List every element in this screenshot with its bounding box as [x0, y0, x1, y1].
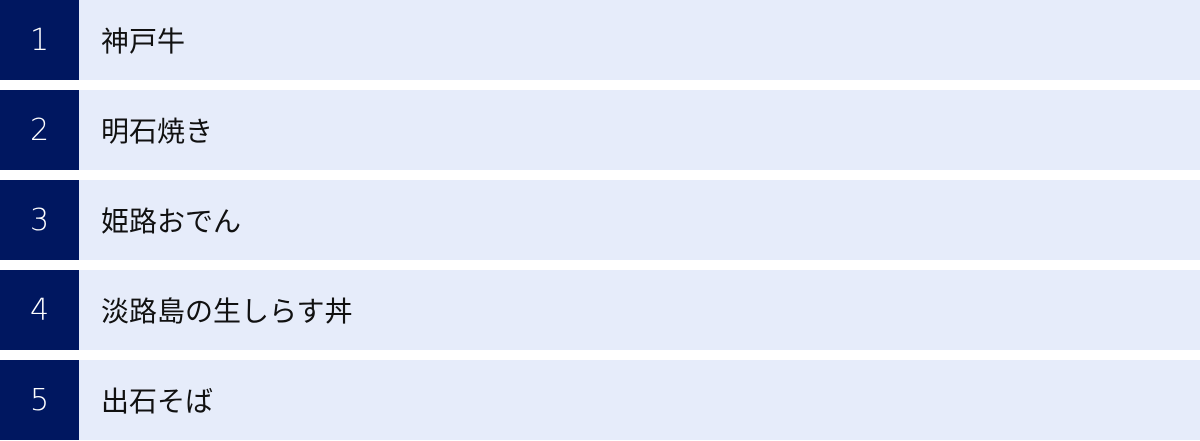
item-label: 出石そば [101, 385, 214, 418]
rank-number: 2 [0, 90, 79, 170]
list-item: 4 淡路島の生しらす丼 [0, 270, 1200, 350]
rank-number: 1 [0, 0, 79, 80]
rank-number: 3 [0, 180, 79, 260]
list-item: 3 姫路おでん [0, 180, 1200, 260]
item-label: 明石焼き [101, 115, 214, 148]
list-item: 1 神戸牛 [0, 0, 1200, 80]
list-item: 5 出石そば [0, 360, 1200, 440]
item-label: 神戸牛 [101, 25, 186, 58]
item-label: 淡路島の生しらす丼 [101, 295, 353, 328]
list-item: 2 明石焼き [0, 90, 1200, 170]
rank-number: 4 [0, 270, 79, 350]
item-label: 姫路おでん [101, 205, 242, 238]
rank-number: 5 [0, 360, 79, 440]
